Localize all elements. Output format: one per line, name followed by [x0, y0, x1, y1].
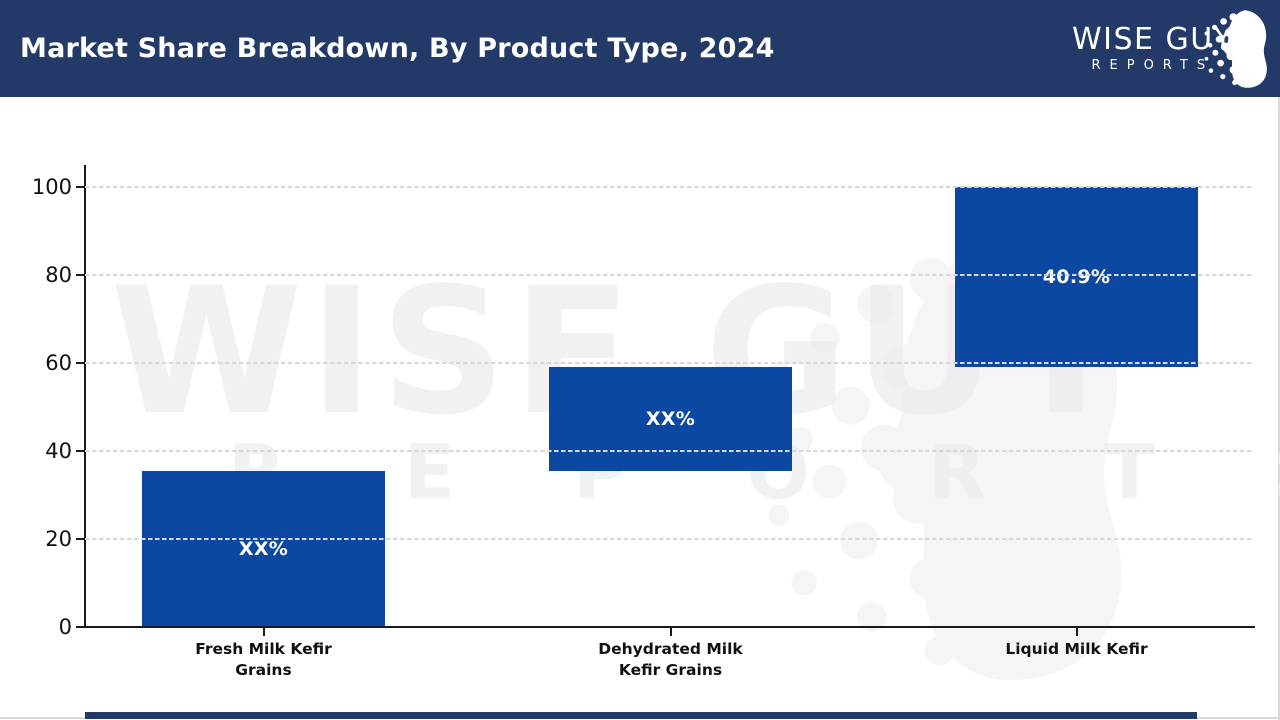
bar-value-label: XX% — [645, 408, 696, 431]
y-tick — [76, 538, 85, 540]
gridline — [85, 450, 1253, 452]
x-category-label-line: Kefir Grains — [618, 661, 723, 679]
y-tick-label: 20 — [45, 527, 72, 551]
y-tick-label: 80 — [45, 263, 72, 287]
bar-segment: XX% — [549, 366, 792, 472]
x-tick — [669, 628, 672, 636]
x-category-label-line: Liquid Milk Kefir — [1005, 640, 1148, 658]
bar-value-label: 40.9% — [1042, 265, 1111, 288]
frame-right-border — [1278, 97, 1280, 720]
x-category-label: Fresh Milk Kefir Grains — [104, 639, 424, 681]
logo-wordmark-line2: REPORTS — [1091, 58, 1215, 73]
y-tick-label: 40 — [45, 439, 72, 463]
footer-accent-bar — [85, 712, 1197, 719]
y-tick-label: 0 — [58, 615, 72, 639]
y-axis-line — [84, 165, 86, 628]
x-category-label-line: Dehydrated Milk — [598, 640, 743, 658]
header-band: Market Share Breakdown, By Product Type,… — [0, 0, 1280, 97]
gridline — [85, 362, 1253, 364]
x-tick — [1075, 628, 1078, 636]
bar-segment: 40.9% — [955, 187, 1198, 367]
x-tick — [262, 628, 265, 636]
logo-wordmark-line1: WISE GUY — [1072, 22, 1234, 57]
logo-face-icon — [1204, 10, 1267, 88]
y-tick — [76, 186, 85, 188]
y-tick — [76, 450, 85, 452]
x-category-label: Dehydrated Milk Kefir Grains — [511, 639, 831, 681]
bar-value-label: XX% — [238, 538, 289, 561]
gridline — [85, 186, 1253, 188]
y-tick — [76, 626, 85, 628]
y-tick — [76, 274, 85, 276]
gridline — [85, 538, 1253, 540]
x-category-label: Liquid Milk Kefir — [917, 639, 1237, 660]
gridline — [85, 274, 1253, 276]
y-tick — [76, 362, 85, 364]
y-tick-label: 100 — [31, 175, 72, 199]
bar-segment: XX% — [142, 471, 385, 627]
x-axis-line — [84, 626, 1255, 628]
y-tick-label: 60 — [45, 351, 72, 375]
x-category-label-line: Fresh Milk Kefir — [195, 640, 332, 658]
chart-title: Market Share Breakdown, By Product Type,… — [20, 33, 775, 64]
x-category-label-line: Grains — [235, 661, 292, 679]
brand-logo: WISE GUY REPORTS — [1032, 6, 1272, 92]
logo-wordmark: WISE GUY REPORTS — [1072, 24, 1234, 75]
